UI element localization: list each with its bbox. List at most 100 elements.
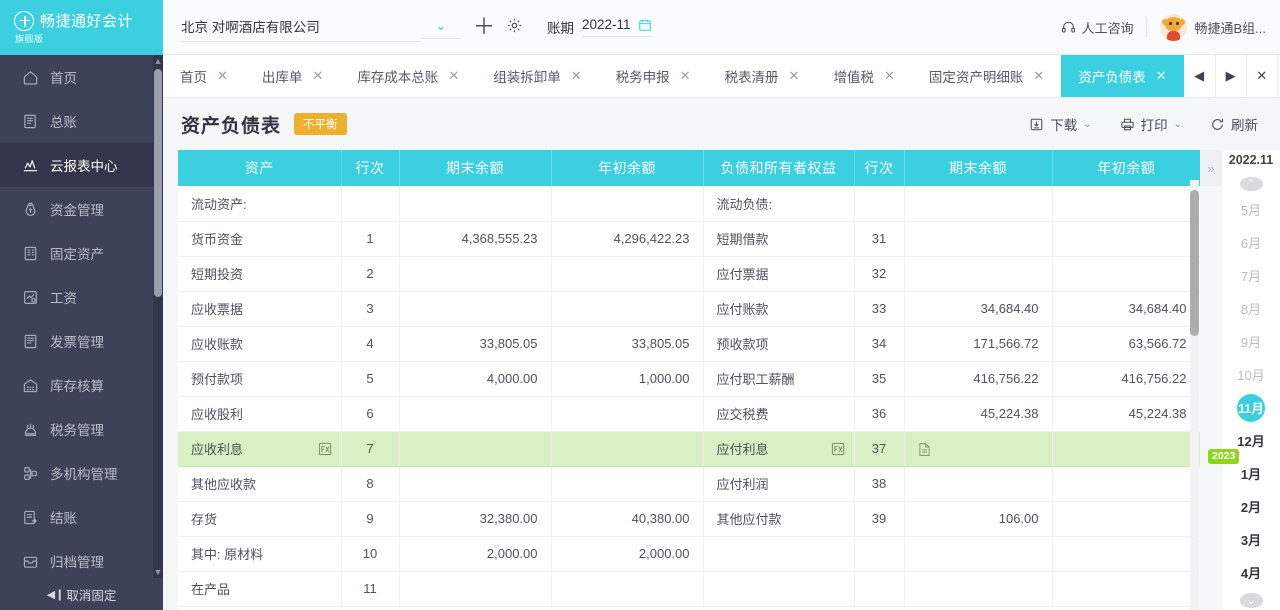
gear-icon[interactable] (499, 17, 529, 37)
row-beginning-balance-left[interactable]: 4,296,422.23 (551, 221, 704, 257)
sidebar-collapse-button[interactable]: ◀❙ 取消固定 (0, 578, 163, 610)
row-ending-balance-left[interactable] (399, 466, 552, 502)
close-icon[interactable]: ✕ (217, 68, 228, 83)
close-icon[interactable]: ✕ (312, 68, 324, 83)
row-beginning-balance-left[interactable] (551, 186, 704, 222)
row-beginning-balance-right[interactable] (1052, 221, 1200, 257)
row-ending-balance-right[interactable]: 171,566.72 (904, 326, 1053, 362)
row-beginning-balance-left[interactable] (551, 431, 704, 467)
row-ending-balance-left[interactable]: 32,380.00 (399, 501, 552, 537)
expand-right-icon[interactable]: » (1200, 150, 1222, 186)
row-label-right[interactable]: 应付利润 (703, 466, 855, 502)
close-icon[interactable]: ✕ (788, 68, 800, 83)
row-beginning-balance-left[interactable]: 33,805.05 (551, 326, 704, 362)
row-beginning-balance-left[interactable]: 2,000.00 (551, 536, 704, 572)
tab-5[interactable]: 税务申报 ✕ (599, 55, 708, 97)
sidebar-item-4[interactable]: 资金管理 (0, 187, 163, 231)
note-icon[interactable] (918, 440, 931, 456)
row-beginning-balance-right[interactable]: 45,224.38 (1052, 396, 1200, 432)
row-beginning-balance-left[interactable]: 40,380.00 (551, 501, 704, 537)
tab-8[interactable]: 固定资产明细账 ✕ (912, 55, 1061, 97)
table-row[interactable]: 应收账款 4 33,805.05 33,805.05 预收款项 34 171,566.72 6… (178, 326, 1200, 362)
row-label-right[interactable]: 应付职工薪酬 (703, 361, 855, 397)
print-button[interactable]: 打印 ⌄ (1120, 114, 1182, 134)
row-label-right[interactable]: 流动负债: (703, 186, 855, 222)
row-label-right[interactable]: 其他应付款 (703, 501, 855, 537)
row-beginning-balance-right[interactable] (1052, 431, 1200, 467)
row-label-right[interactable]: 预收款项 (703, 326, 855, 362)
row-label-left[interactable]: 短期投资 (178, 256, 342, 292)
row-label-right[interactable]: 应交税费 (703, 396, 855, 432)
row-beginning-balance-right[interactable] (1052, 536, 1200, 572)
row-ending-balance-right[interactable] (904, 466, 1053, 502)
tab-4[interactable]: 组装拆卸单 ✕ (476, 55, 598, 97)
tab-3[interactable]: 库存成本总账 ✕ (340, 55, 476, 97)
chevron-up-circle-icon[interactable]: ⌃ (1239, 176, 1263, 192)
row-ending-balance-left[interactable]: 33,805.05 (399, 326, 552, 362)
row-label-right[interactable]: 应付利息 (703, 431, 855, 467)
table-row[interactable]: 应收利息 7 应付利息 37 (178, 431, 1200, 467)
row-ending-balance-right[interactable] (904, 571, 1053, 607)
table-row[interactable]: 应收股利 6 应交税费 36 45,224.38 45,224.38 (178, 396, 1200, 432)
row-ending-balance-right[interactable] (904, 536, 1053, 572)
close-icon[interactable]: ✕ (570, 68, 582, 83)
close-icon[interactable]: ✕ (1155, 68, 1167, 83)
row-ending-balance-left[interactable] (399, 291, 552, 327)
period-picker[interactable]: 2022-11 (582, 17, 652, 37)
month-item-10[interactable]: 2月 (1222, 490, 1280, 523)
sidebar-item-12[interactable]: 归档管理 (0, 539, 163, 583)
row-beginning-balance-left[interactable] (551, 256, 704, 292)
close-icon[interactable]: ✕ (883, 68, 895, 83)
row-beginning-balance-right[interactable] (1052, 571, 1200, 607)
tab-7[interactable]: 增值税 ✕ (816, 55, 911, 97)
tab-9[interactable]: 资产负债表 ✕ (1061, 55, 1184, 97)
row-ending-balance-left[interactable]: 4,368,555.23 (399, 221, 552, 257)
sidebar-item-1[interactable]: 首页 (0, 55, 163, 99)
table-row[interactable]: 流动资产: 流动负债: (178, 186, 1200, 222)
tab-6[interactable]: 税表清册 ✕ (708, 55, 817, 97)
row-beginning-balance-right[interactable] (1052, 256, 1200, 292)
row-beginning-balance-left[interactable] (551, 291, 704, 327)
table-row[interactable]: 其他应收款 8 应付利润 38 (178, 466, 1200, 502)
month-item-4[interactable]: 8月 (1222, 292, 1280, 325)
row-label-right[interactable] (703, 536, 855, 572)
row-beginning-balance-left[interactable] (551, 571, 704, 607)
row-label-left[interactable]: 应收账款 (178, 326, 342, 362)
table-row[interactable]: 货币资金 1 4,368,555.23 4,296,422.23 短期借款 31 (178, 221, 1200, 257)
row-label-left[interactable]: 其中: 原材料 (178, 536, 342, 572)
fullscreen-button[interactable]: ⛶ (1276, 55, 1280, 97)
table-row[interactable]: 短期投资 2 应付票据 32 (178, 256, 1200, 292)
row-label-left[interactable]: 应收利息 (178, 431, 342, 467)
row-ending-balance-left[interactable] (399, 571, 552, 607)
row-beginning-balance-left[interactable]: 1,000.00 (551, 361, 704, 397)
row-label-left[interactable]: 预付款项 (178, 361, 342, 397)
row-beginning-balance-right[interactable] (1052, 501, 1200, 537)
table-scrollbar-thumb[interactable] (1190, 190, 1199, 336)
download-button[interactable]: 下载 ⌄ (1029, 114, 1092, 134)
sidebar-item-8[interactable]: 库存核算 (0, 363, 163, 407)
sidebar-item-11[interactable]: 结账 (0, 495, 163, 539)
tabs-prev-button[interactable]: ◀ (1184, 55, 1215, 97)
row-label-left[interactable]: 其他应收款 (178, 466, 342, 502)
row-label-left[interactable]: 流动资产: (178, 186, 342, 222)
row-label-left[interactable]: 应收票据 (178, 291, 342, 327)
table-row[interactable]: 存货 9 32,380.00 40,380.00 其他应付款 39 106.00 (178, 501, 1200, 537)
row-ending-balance-left[interactable] (399, 256, 552, 292)
row-ending-balance-right[interactable] (904, 221, 1053, 257)
support-button[interactable]: 人工咨询 (1061, 18, 1133, 37)
month-item-7[interactable]: 11月 (1222, 391, 1280, 424)
row-ending-balance-right[interactable] (904, 186, 1053, 222)
user-menu[interactable]: 畅捷通B组... (1160, 13, 1266, 41)
tab-2[interactable]: 出库单 ✕ (245, 55, 340, 97)
sidebar-item-10[interactable]: 多机构管理 (0, 451, 163, 495)
sidebar-scroll-down-icon[interactable]: ▼ (153, 567, 163, 577)
month-item-9[interactable]: 1月 2023 (1208, 449, 1280, 490)
row-ending-balance-right[interactable]: 416,756.22 (904, 361, 1053, 397)
row-beginning-balance-right[interactable] (1052, 466, 1200, 502)
tab-1[interactable]: 首页 ✕ (163, 55, 245, 97)
close-icon[interactable]: ✕ (1033, 68, 1045, 83)
sidebar-item-7[interactable]: 发票管理 (0, 319, 163, 363)
brand-logo[interactable]: 畅捷通好会计 旗舰版 (0, 0, 163, 55)
row-ending-balance-left[interactable]: 4,000.00 (399, 361, 552, 397)
close-icon[interactable]: ✕ (448, 68, 460, 83)
